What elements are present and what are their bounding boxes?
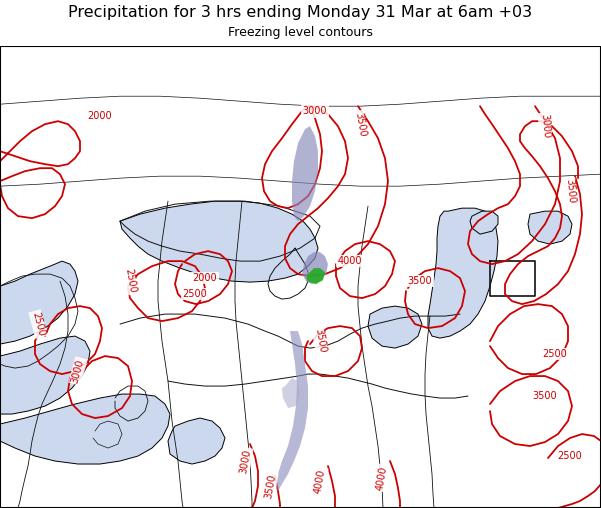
Text: 4000: 4000	[338, 256, 362, 266]
Text: 2500: 2500	[30, 311, 46, 337]
Polygon shape	[120, 201, 318, 282]
Text: 3500: 3500	[263, 473, 277, 499]
Polygon shape	[0, 394, 170, 464]
Polygon shape	[428, 208, 498, 338]
Text: 2000: 2000	[193, 273, 218, 283]
Text: 3000: 3000	[238, 448, 252, 474]
Polygon shape	[0, 261, 78, 344]
Text: 2000: 2000	[88, 111, 112, 121]
Polygon shape	[292, 126, 318, 221]
Text: Freezing level contours: Freezing level contours	[228, 26, 373, 39]
Text: 3500: 3500	[532, 391, 557, 401]
Text: 2500: 2500	[183, 289, 207, 299]
Text: 4000: 4000	[313, 468, 327, 494]
Text: 2500: 2500	[558, 451, 582, 461]
Text: 3500: 3500	[407, 276, 432, 286]
Text: 3000: 3000	[70, 358, 86, 384]
Text: 2500: 2500	[123, 268, 137, 294]
Polygon shape	[168, 418, 225, 464]
Polygon shape	[470, 211, 498, 234]
Polygon shape	[368, 306, 422, 348]
Text: 3500: 3500	[353, 111, 367, 137]
Polygon shape	[302, 252, 328, 284]
Text: 3000: 3000	[303, 106, 328, 116]
Text: 3000: 3000	[539, 114, 551, 139]
Polygon shape	[528, 211, 572, 244]
Text: 3500: 3500	[564, 178, 576, 204]
Text: 2500: 2500	[543, 349, 567, 359]
Polygon shape	[282, 378, 300, 408]
Text: 3500: 3500	[313, 328, 327, 354]
Polygon shape	[306, 268, 325, 284]
Polygon shape	[275, 331, 308, 491]
Text: 4000: 4000	[375, 465, 389, 491]
Polygon shape	[0, 336, 90, 414]
Text: Precipitation for 3 hrs ending Monday 31 Mar at 6am +03: Precipitation for 3 hrs ending Monday 31…	[69, 5, 532, 20]
